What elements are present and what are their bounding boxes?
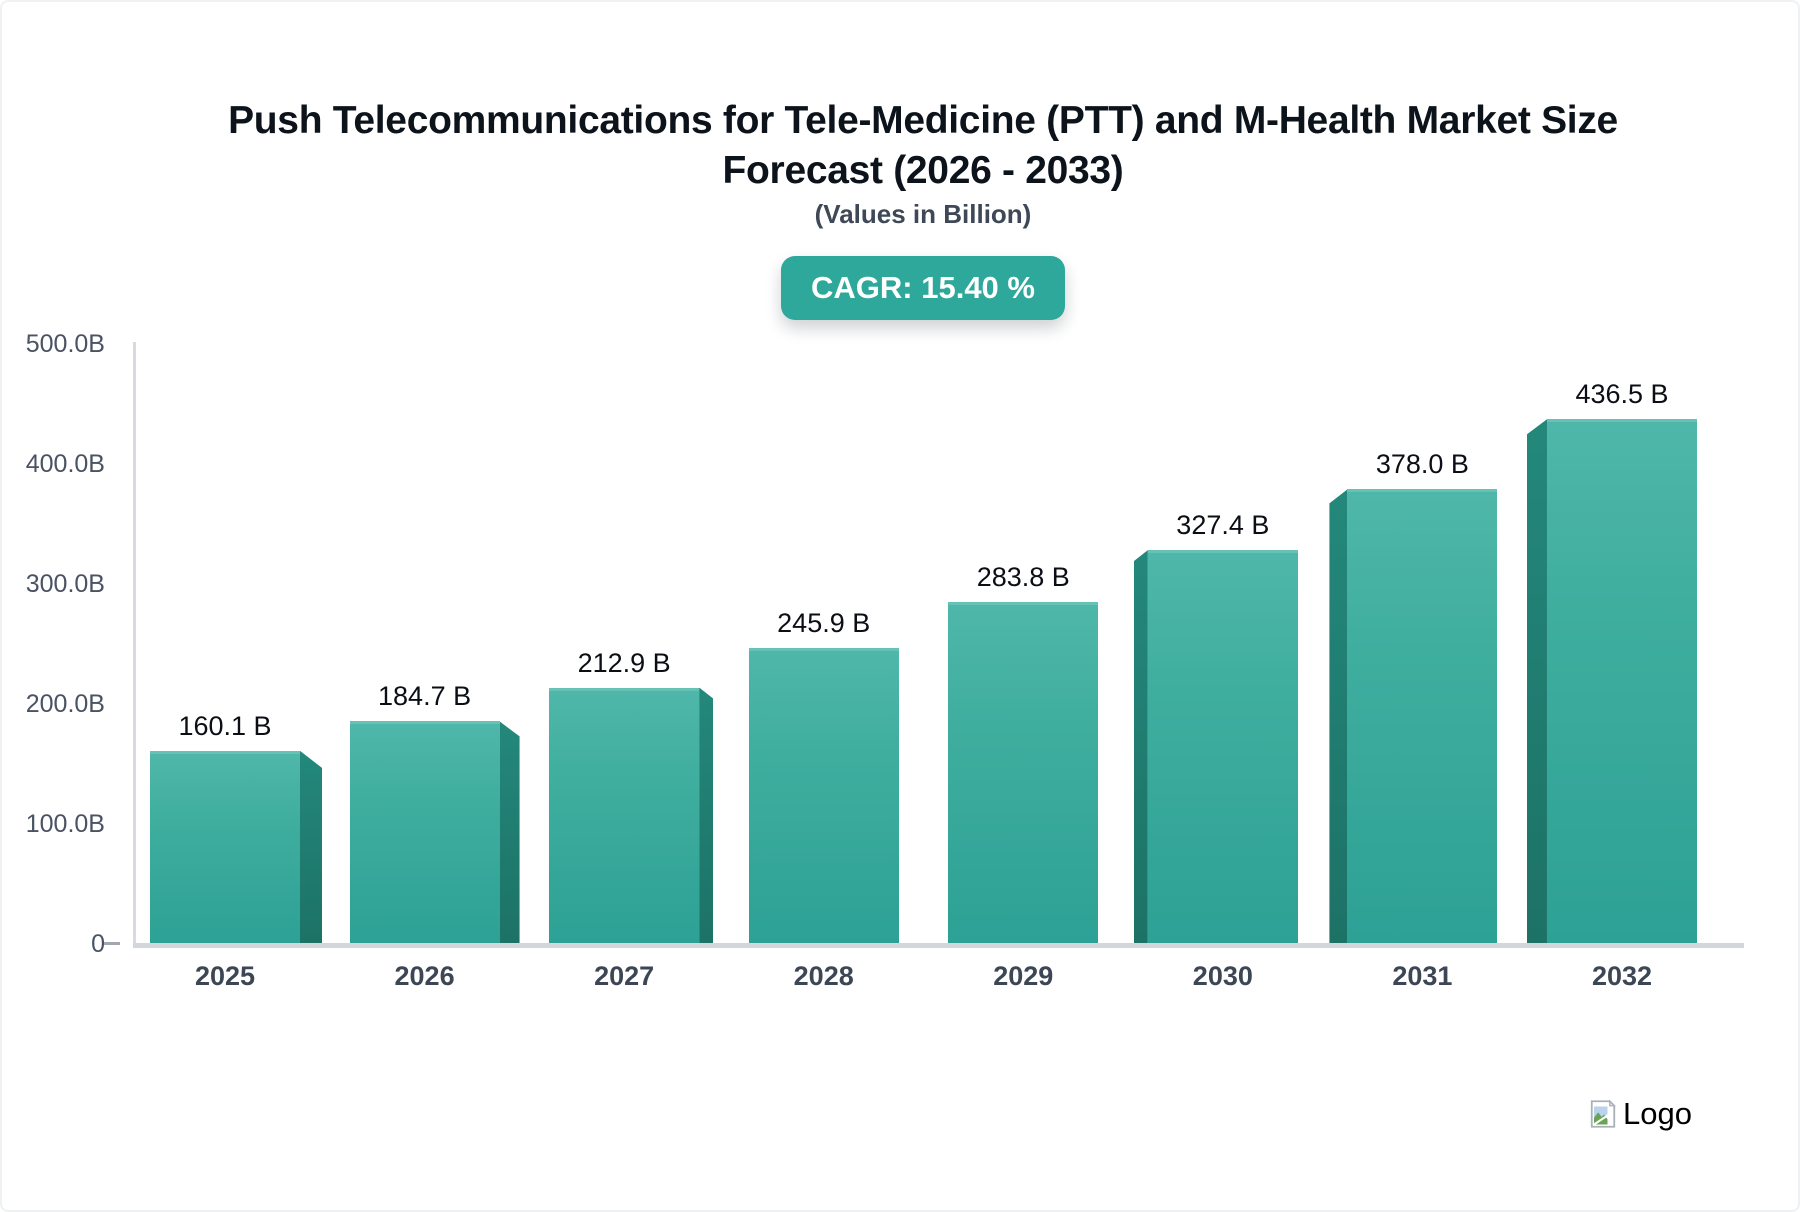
bar-value-label: 245.9 B	[777, 607, 871, 638]
y-axis-tick-label: 100.0B	[25, 810, 105, 838]
y-axis-tick-label: 500.0B	[25, 330, 105, 358]
x-axis-tick-label: 2025	[194, 961, 256, 991]
bar-value-label: 160.1 B	[178, 710, 272, 741]
bar-3d-side	[1133, 550, 1148, 943]
zero-tick-mark	[102, 942, 120, 945]
y-axis-tick-label: 400.0B	[25, 450, 105, 478]
bar-value-label: 327.4 B	[1176, 510, 1270, 541]
bar-3d-side	[1526, 419, 1547, 943]
y-axis-tick-label: 0	[91, 930, 105, 958]
bar-2029	[948, 602, 1099, 943]
bar-3d-side	[300, 750, 322, 943]
bar-2032	[1546, 419, 1697, 943]
chart-subtitle: (Values in Billion)	[814, 199, 1032, 229]
chart-title-line1: Push Telecommunications for Tele-Medicin…	[228, 99, 1618, 142]
x-axis-tick-label: 2032	[1591, 961, 1653, 991]
bar-3d-side	[1329, 489, 1348, 943]
x-axis-tick-label: 2030	[1192, 961, 1253, 991]
bar-value-label: 212.9 B	[577, 647, 671, 678]
bar-2026	[349, 721, 500, 943]
x-axis-tick-label: 2028	[793, 961, 854, 991]
x-axis-line	[133, 943, 1744, 948]
logo-text: Logo	[1623, 1096, 1692, 1131]
broken-image-icon	[1590, 1099, 1616, 1128]
bar-2027	[549, 687, 700, 943]
chart-title-line2: Forecast (2026 - 2033)	[722, 149, 1124, 192]
bar-2031	[1347, 489, 1498, 943]
bar-2028	[748, 647, 899, 943]
y-axis-line	[133, 342, 136, 948]
bar-3d-side	[699, 687, 714, 943]
chart-header: Push Telecommunications for Tele-Medicin…	[25, 96, 1798, 320]
y-axis-tick-label: 200.0B	[25, 690, 105, 718]
bar-value-label: 283.8 B	[976, 562, 1070, 593]
y-axis-tick-label: 300.0B	[25, 570, 105, 598]
bar-value-label: 378.0 B	[1375, 449, 1469, 480]
x-axis-tick-label: 2031	[1392, 961, 1453, 991]
logo: Logo	[1585, 1096, 1692, 1132]
bar-2025	[150, 750, 300, 943]
bar-2030	[1147, 550, 1298, 943]
chart-title: Push Telecommunications for Tele-Medicin…	[25, 96, 1798, 196]
cagr-badge: CAGR: 15.40 %	[781, 256, 1065, 320]
x-axis-tick-label: 2027	[594, 961, 655, 991]
bar-value-label: 436.5 B	[1575, 379, 1669, 410]
x-axis-tick-label: 2029	[993, 961, 1054, 991]
bar-3d-side	[499, 721, 520, 943]
bar-value-label: 184.7 B	[378, 681, 472, 712]
x-axis-tick-label: 2026	[394, 961, 455, 991]
